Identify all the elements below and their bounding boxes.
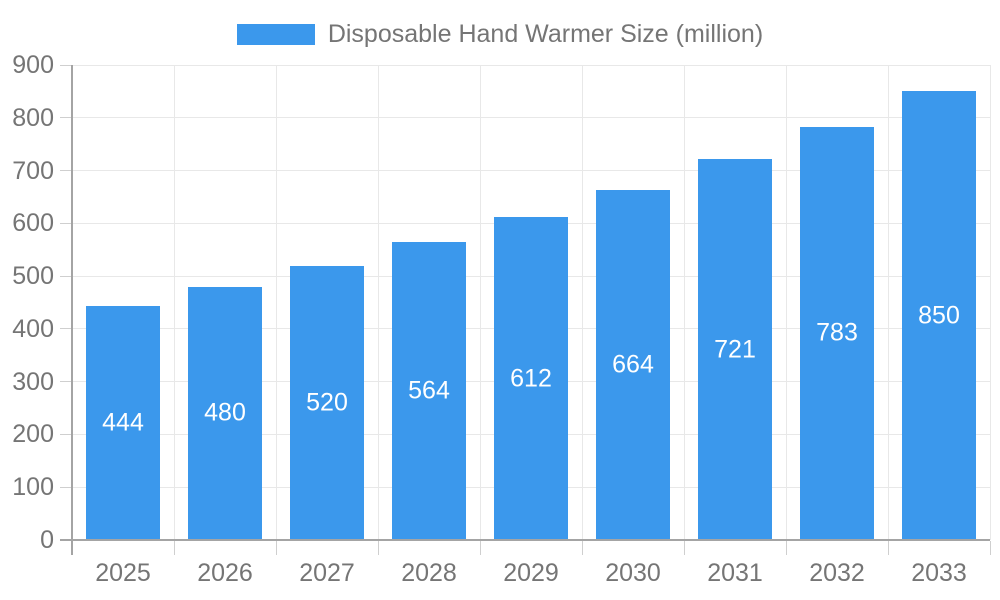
x-axis-line [60, 539, 990, 541]
x-axis-tick-label: 2032 [809, 559, 865, 587]
legend-item[interactable]: Disposable Hand Warmer Size (million) [236, 20, 764, 49]
bar-value-label: 480 [204, 398, 246, 427]
gridline-vertical [275, 65, 277, 540]
x-axis-tick [71, 541, 73, 555]
gridline-vertical [989, 65, 991, 540]
x-axis-tick-label: 2030 [605, 559, 661, 587]
bar-2028[interactable]: 564 [392, 242, 466, 540]
y-axis-tick [60, 64, 72, 66]
x-axis-tick-label: 2026 [197, 559, 253, 587]
bar-value-label: 850 [918, 301, 960, 330]
x-axis-tick-label: 2031 [707, 559, 763, 587]
bar-2026[interactable]: 480 [188, 286, 262, 540]
gridline-vertical [377, 65, 379, 540]
bar-2031[interactable]: 721 [698, 159, 772, 540]
y-axis-tick [60, 275, 72, 277]
x-axis-tick [887, 541, 889, 555]
x-axis-tick-label: 2028 [401, 559, 457, 587]
gridline-horizontal [72, 64, 990, 66]
y-axis-tick [60, 486, 72, 488]
y-axis-tick [60, 170, 72, 172]
y-axis-tick-label: 300 [12, 367, 54, 396]
y-axis-tick-label: 400 [12, 314, 54, 343]
bar-2027[interactable]: 520 [290, 265, 364, 540]
bar-value-label: 664 [612, 350, 654, 379]
bar-value-label: 564 [408, 376, 450, 405]
y-axis-tick [60, 328, 72, 330]
bar-2032[interactable]: 783 [800, 126, 874, 540]
x-axis-tick-label: 2029 [503, 559, 559, 587]
x-axis-tick [377, 541, 379, 555]
bar-2033[interactable]: 850 [902, 91, 976, 540]
bar-value-label: 612 [510, 364, 552, 392]
y-axis-tick-label: 700 [12, 156, 54, 185]
y-axis-tick [60, 433, 72, 435]
bar-value-label: 783 [816, 318, 858, 347]
bar-value-label: 721 [714, 335, 756, 364]
legend-swatch-icon [236, 24, 315, 45]
gridline-vertical [479, 65, 481, 540]
x-axis-tick-label: 2025 [95, 559, 151, 587]
y-axis-tick-label: 200 [12, 420, 54, 449]
bar-value-label: 520 [306, 388, 348, 417]
x-axis-tick-label: 2033 [911, 559, 967, 587]
x-axis-tick [581, 541, 583, 555]
y-axis-tick-label: 100 [12, 473, 54, 502]
gridline-vertical [173, 65, 175, 540]
plot-area: 444 480 520 564 612 664 721 783 850 [72, 64, 991, 540]
y-axis-tick-label: 500 [12, 262, 54, 291]
gridline-horizontal [72, 170, 990, 172]
y-axis-tick-label: 0 [40, 526, 54, 554]
x-axis-tick [683, 541, 685, 555]
y-axis-tick-label: 800 [12, 103, 54, 132]
y-axis-tick [60, 381, 72, 383]
gridline-vertical [683, 65, 685, 540]
legend: Disposable Hand Warmer Size (million) [0, 20, 1000, 49]
x-axis-tick-label: 2027 [299, 559, 355, 587]
legend-label: Disposable Hand Warmer Size (million) [327, 20, 764, 48]
x-axis-tick [989, 541, 991, 555]
gridline-horizontal [72, 117, 990, 119]
bar-2030[interactable]: 664 [596, 189, 670, 540]
y-axis-tick [60, 117, 72, 119]
y-axis-tick [60, 222, 72, 224]
bar-2025[interactable]: 444 [86, 305, 160, 540]
x-axis-tick [479, 541, 481, 555]
y-axis-tick-label: 600 [12, 209, 54, 238]
gridline-vertical [581, 65, 583, 540]
gridline-vertical [785, 65, 787, 540]
x-axis-tick [173, 541, 175, 555]
y-axis-line [71, 65, 73, 540]
x-axis-tick [275, 541, 277, 555]
y-axis-tick-label: 900 [12, 51, 54, 79]
bar-2029[interactable]: 612 [494, 217, 568, 540]
bar-value-label: 444 [102, 408, 144, 437]
x-axis-tick [785, 541, 787, 555]
gridline-vertical [887, 65, 889, 540]
